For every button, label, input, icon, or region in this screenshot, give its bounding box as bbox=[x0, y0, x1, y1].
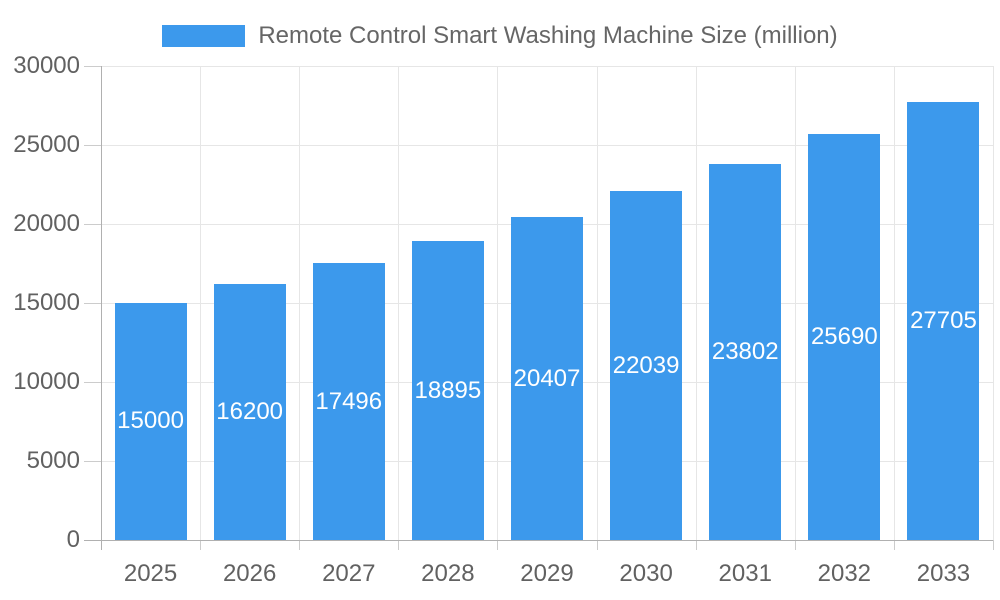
bar-value-label: 27705 bbox=[910, 306, 977, 334]
bar[interactable] bbox=[213, 283, 286, 540]
x-tick bbox=[200, 540, 202, 550]
x-tick bbox=[695, 540, 697, 550]
y-axis-label: 0 bbox=[66, 526, 80, 553]
x-tick bbox=[398, 540, 400, 550]
y-axis-label: 15000 bbox=[13, 288, 80, 316]
v-gridline bbox=[893, 65, 895, 540]
y-tick bbox=[84, 460, 101, 462]
v-gridline bbox=[695, 65, 697, 540]
y-tick bbox=[84, 223, 101, 225]
legend-item[interactable]: Remote Control Smart Washing Machine Siz… bbox=[162, 22, 838, 50]
x-tick bbox=[299, 540, 301, 550]
bar-value-label: 16200 bbox=[216, 397, 284, 425]
x-axis-label: 2027 bbox=[322, 560, 376, 587]
y-axis-label: 5000 bbox=[26, 446, 80, 474]
bar[interactable] bbox=[610, 191, 683, 540]
bar-value-label: 23802 bbox=[711, 337, 779, 365]
y-tick bbox=[84, 144, 101, 146]
v-gridline bbox=[200, 65, 202, 540]
v-gridline bbox=[993, 65, 994, 540]
legend-label: Remote Control Smart Washing Machine Siz… bbox=[258, 22, 838, 49]
v-gridline bbox=[596, 65, 598, 540]
bar-value-label: 22039 bbox=[612, 351, 680, 379]
x-axis-label: 2030 bbox=[619, 560, 673, 587]
bar[interactable] bbox=[808, 133, 881, 540]
bar[interactable] bbox=[709, 163, 782, 540]
y-axis-line bbox=[101, 65, 102, 550]
x-axis-label: 2031 bbox=[718, 560, 772, 587]
legend-swatch bbox=[162, 25, 246, 47]
h-gridline bbox=[101, 65, 993, 67]
v-gridline bbox=[398, 65, 400, 540]
x-axis-line bbox=[84, 540, 993, 541]
v-gridline bbox=[794, 65, 796, 540]
h-gridline bbox=[101, 144, 993, 146]
x-tick bbox=[497, 540, 499, 550]
x-axis-label: 2029 bbox=[520, 560, 574, 587]
x-tick bbox=[993, 540, 994, 550]
bar[interactable] bbox=[114, 302, 187, 540]
bar[interactable] bbox=[312, 263, 385, 540]
y-axis-label: 25000 bbox=[13, 130, 80, 158]
bar-value-label: 25690 bbox=[810, 322, 878, 350]
bar-value-label: 18895 bbox=[414, 376, 482, 404]
x-axis-label: 2025 bbox=[123, 560, 178, 587]
x-tick bbox=[893, 540, 895, 550]
y-axis-label: 10000 bbox=[13, 367, 80, 395]
v-gridline bbox=[497, 65, 499, 540]
bar-value-label: 15000 bbox=[117, 407, 184, 435]
bar[interactable] bbox=[511, 217, 583, 540]
bar[interactable] bbox=[907, 101, 980, 540]
y-tick bbox=[84, 302, 101, 304]
v-gridline bbox=[299, 65, 301, 540]
y-tick bbox=[84, 381, 101, 383]
y-axis-label: 20000 bbox=[13, 209, 80, 237]
bar[interactable] bbox=[411, 241, 484, 540]
x-axis-label: 2026 bbox=[222, 560, 277, 587]
x-tick bbox=[794, 540, 796, 550]
y-tick bbox=[84, 65, 101, 67]
x-axis-label: 2033 bbox=[916, 560, 971, 587]
legend: Remote Control Smart Washing Machine Siz… bbox=[0, 22, 1000, 50]
x-axis-label: 2032 bbox=[817, 560, 872, 587]
bar-value-label: 17496 bbox=[315, 387, 383, 415]
y-axis-label: 30000 bbox=[13, 51, 80, 79]
bar-value-label: 20407 bbox=[513, 364, 581, 392]
x-axis-label: 2028 bbox=[421, 560, 475, 587]
x-tick bbox=[596, 540, 598, 550]
